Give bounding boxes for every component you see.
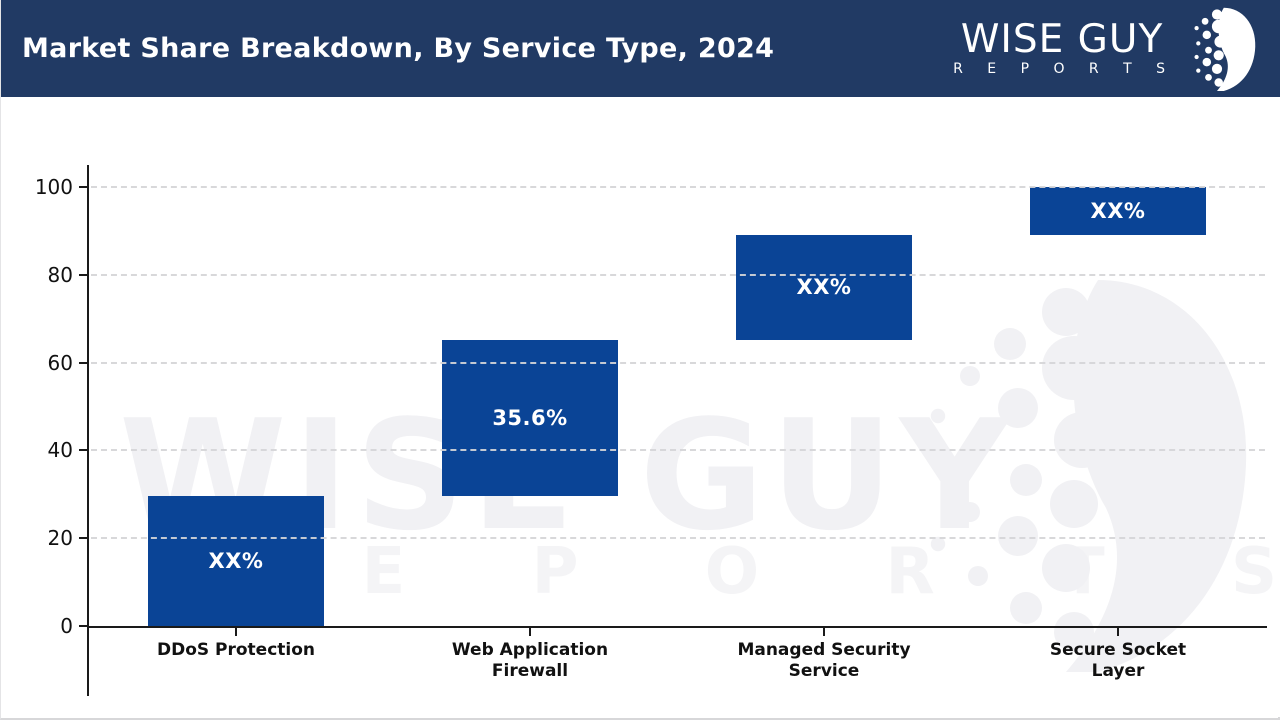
y-tick-label: 60 (47, 350, 73, 375)
logo-subtitle: R E P O R T S (953, 60, 1175, 77)
chart-area: WISE GUY R E P O R T S 0 20 40 60 80 100 XX% DD… (1, 97, 1280, 717)
bar-value-label: XX% (796, 275, 852, 300)
gridline (91, 186, 1265, 188)
y-tick-mark (79, 537, 88, 540)
bar-segment: XX% (148, 496, 324, 626)
bar-segment: XX% (736, 234, 912, 340)
x-tick-mark (235, 628, 237, 636)
gridline (91, 361, 1265, 364)
y-tick-mark (79, 625, 88, 627)
x-tick-mark (823, 628, 825, 636)
x-category-label: Web Application Firewall (451, 640, 609, 681)
y-tick-mark (79, 449, 88, 452)
page-title: Market Share Breakdown, By Service Type,… (22, 33, 775, 64)
x-tick-mark (529, 628, 531, 636)
y-tick-mark (79, 273, 88, 276)
gridline (91, 537, 1265, 540)
logo-head-icon (1194, 7, 1256, 91)
x-category-label: Secure Socket Layer (1049, 640, 1187, 681)
bar-value-label: XX% (208, 549, 264, 574)
logo-text: WISE GUY R E P O R T S (949, 16, 1175, 78)
gridline (91, 273, 1265, 276)
header-band: Market Share Breakdown, By Service Type,… (1, 0, 1280, 97)
x-tick-mark (1117, 628, 1119, 636)
x-category-label: DDoS Protection (156, 640, 316, 660)
y-tick-label: 40 (47, 438, 73, 463)
y-tick-label: 0 (60, 614, 73, 638)
y-tick-label: 100 (34, 175, 73, 199)
logo-wordmark: WISE GUY (960, 16, 1164, 62)
x-axis-line (87, 626, 1267, 628)
y-axis-line (87, 165, 89, 696)
bar-segment: XX% (1030, 187, 1206, 235)
gridline (91, 449, 1265, 452)
bar-segment: 35.6% (442, 339, 618, 497)
y-tick-mark (79, 186, 88, 188)
bar-value-label: XX% (1090, 198, 1146, 223)
y-tick-mark (79, 361, 88, 364)
y-tick-label: 80 (47, 262, 73, 287)
watermark-head-icon (930, 280, 1247, 672)
wise-guy-reports-logo: WISE GUY R E P O R T S (953, 6, 1263, 91)
x-category-label: Managed Security Service (737, 640, 911, 681)
y-tick-label: 20 (47, 526, 73, 551)
bar-value-label: 35.6% (492, 405, 568, 430)
